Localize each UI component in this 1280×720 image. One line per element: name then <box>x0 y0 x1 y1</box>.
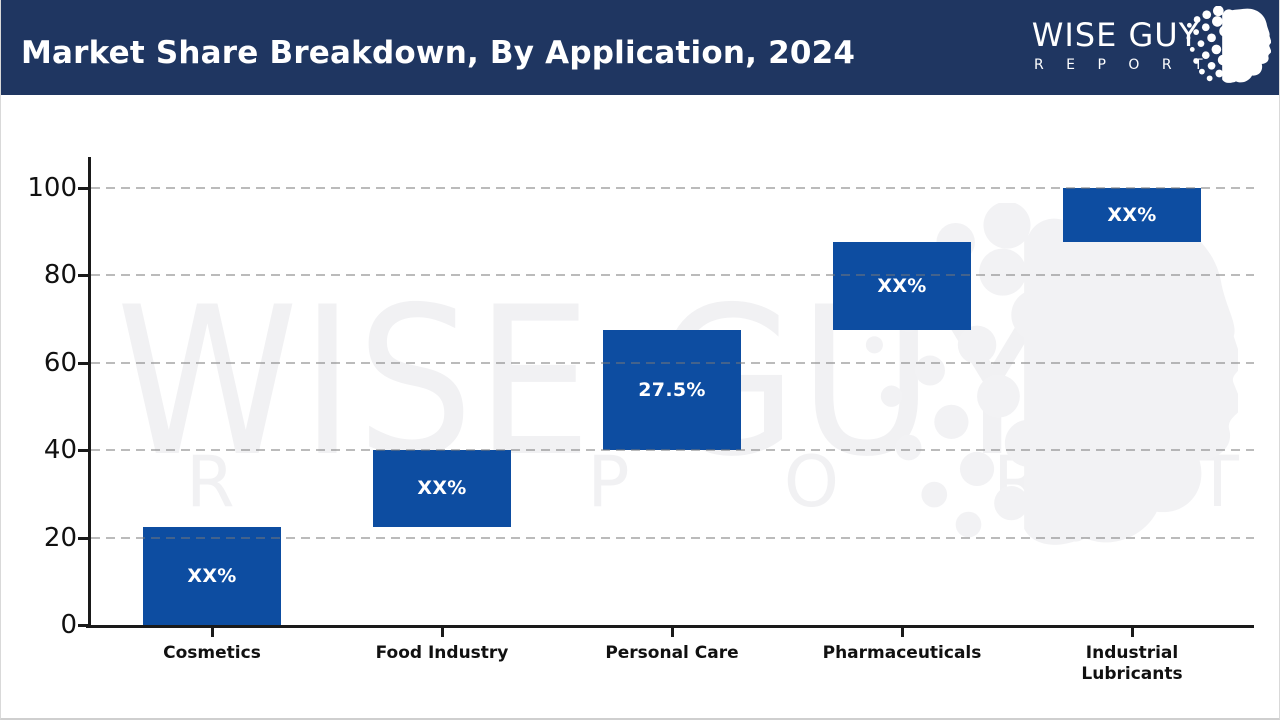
x-tick-label-pharmaceuticals: Pharmaceuticals <box>822 643 982 663</box>
wise-guy-logo: WISE GUY R E P O R T S <box>1028 0 1273 95</box>
y-axis-spine <box>88 157 91 628</box>
gridline-80 <box>91 274 1254 276</box>
logo-wordmark: WISE GUY <box>1031 16 1200 54</box>
bar-personal-care: 27.5% <box>603 329 741 450</box>
y-tick-mark-40 <box>78 449 88 452</box>
y-tick-mark-100 <box>78 186 88 190</box>
gridline-40 <box>91 449 1254 451</box>
dotted-head-icon <box>1183 6 1271 88</box>
x-tick-mark-food-industry <box>441 628 444 637</box>
y-tick-mark-60 <box>78 361 88 365</box>
y-tick-label-100: 100 <box>27 172 77 203</box>
bar-cosmetics: XX% <box>143 526 281 625</box>
y-tick-label-60: 60 <box>43 347 77 378</box>
y-tick-mark-80 <box>78 274 88 277</box>
y-tick-mark-20 <box>78 536 88 540</box>
bar-food-industry: XX% <box>373 450 511 527</box>
gridline-20 <box>91 536 1254 539</box>
y-tick-label-80: 80 <box>43 260 77 290</box>
bar-value-label: XX% <box>877 274 927 297</box>
x-tick-mark-cosmetics <box>211 628 214 637</box>
gridline-60 <box>91 361 1254 364</box>
x-axis-spine <box>86 625 1254 628</box>
logo-text: WISE GUY R E P O R T S <box>1028 16 1243 73</box>
gridline-100 <box>91 186 1254 189</box>
y-tick-label-0: 0 <box>60 610 77 640</box>
chart-area: WISE GUY R E P O R T S XX%XX%27.5%XX%XX%… <box>1 95 1279 718</box>
x-tick-mark-industrial-lubricants <box>1131 628 1134 637</box>
x-tick-label-food-industry: Food Industry <box>375 643 509 663</box>
x-tick-label-industrial-lubricants: Industrial Lubricants <box>1081 643 1183 685</box>
x-tick-mark-pharmaceuticals <box>901 628 904 637</box>
bar-pharmaceuticals: XX% <box>833 242 971 330</box>
y-tick-label-20: 20 <box>43 522 77 553</box>
bar-value-label: 27.5% <box>638 378 706 401</box>
x-tick-label-cosmetics: Cosmetics <box>163 643 261 663</box>
x-tick-label-personal-care: Personal Care <box>605 643 739 663</box>
bar-value-label: XX% <box>1107 203 1157 226</box>
x-tick-mark-personal-care <box>671 628 674 637</box>
bar-value-label: XX% <box>187 564 237 587</box>
bar-value-label: XX% <box>417 477 467 500</box>
y-tick-label-40: 40 <box>43 435 77 465</box>
y-tick-mark-0 <box>78 624 88 627</box>
page-title: Market Share Breakdown, By Application, … <box>21 34 856 71</box>
bar-industrial-lubricants: XX% <box>1063 187 1201 243</box>
logo-subtitle: R E P O R T S <box>1034 57 1243 73</box>
header-bar: Market Share Breakdown, By Application, … <box>1 0 1279 95</box>
